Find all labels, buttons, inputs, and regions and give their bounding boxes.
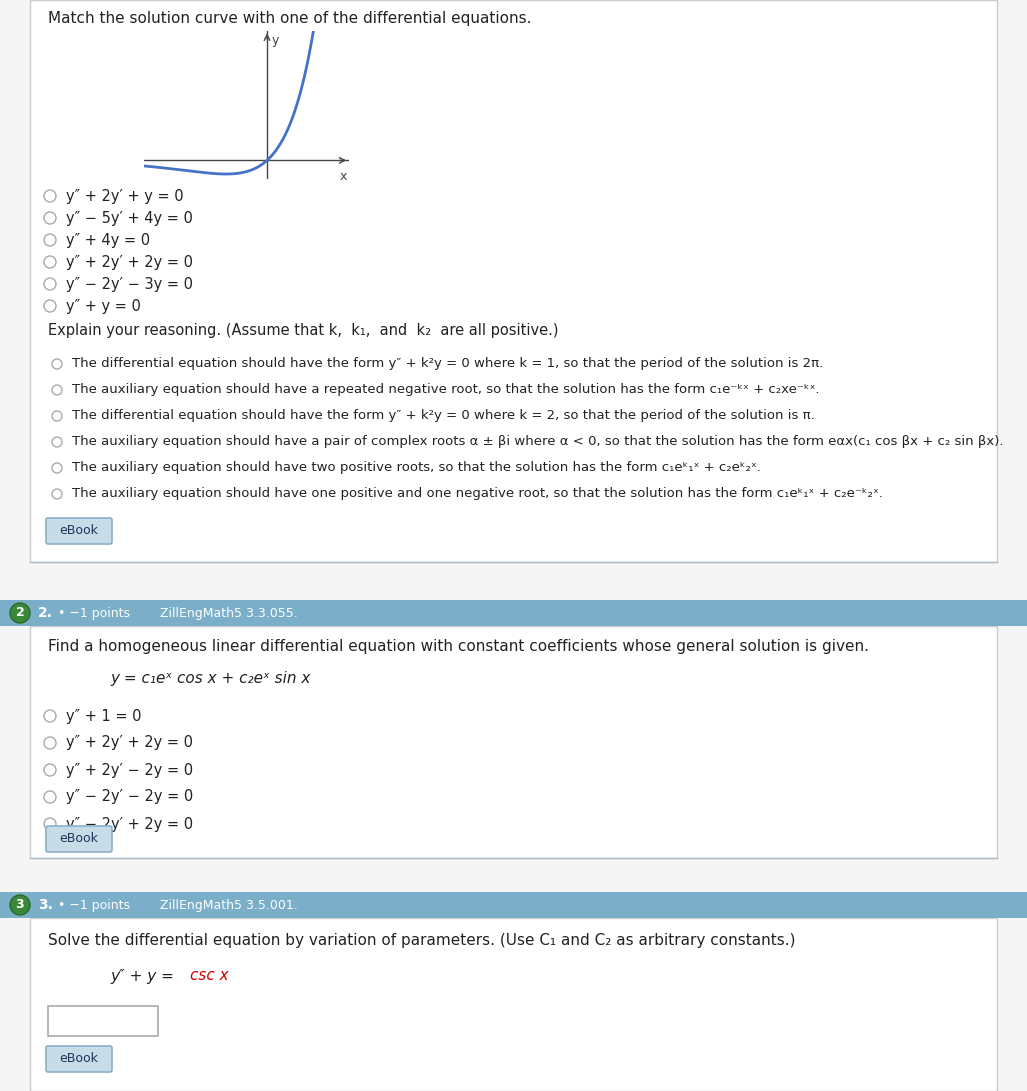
Text: The differential equation should have the form y″ + k²y = 0 where k = 1, so that: The differential equation should have th… (72, 358, 824, 371)
Text: y″ + 2y′ − 2y = 0: y″ + 2y′ − 2y = 0 (66, 763, 193, 778)
Text: y: y (272, 34, 279, 47)
Text: y″ + 2y′ + 2y = 0: y″ + 2y′ + 2y = 0 (66, 735, 193, 751)
FancyBboxPatch shape (46, 1046, 112, 1072)
Text: The auxiliary equation should have a repeated negative root, so that the solutio: The auxiliary equation should have a rep… (72, 384, 820, 396)
Text: y″ + y = 0: y″ + y = 0 (66, 299, 141, 313)
Text: ZillEngMath5 3.5.001.: ZillEngMath5 3.5.001. (160, 899, 298, 911)
Text: Solve the differential equation by variation of parameters. (Use C₁ and C₂ as ar: Solve the differential equation by varia… (48, 933, 796, 947)
Text: • −1 points: • −1 points (58, 899, 130, 911)
Text: y″ + 1 = 0: y″ + 1 = 0 (66, 708, 142, 723)
Text: Explain your reasoning. (Assume that k,  k₁,  and  k₂  are all positive.): Explain your reasoning. (Assume that k, … (48, 323, 559, 337)
Text: Find a homogeneous linear differential equation with constant coefficients whose: Find a homogeneous linear differential e… (48, 638, 869, 654)
Text: eBook: eBook (60, 832, 99, 846)
Text: ZillEngMath5 3.3.055.: ZillEngMath5 3.3.055. (160, 607, 298, 620)
Text: x: x (339, 170, 347, 182)
Text: The differential equation should have the form y″ + k²y = 0 where k = 2, so that: The differential equation should have th… (72, 409, 814, 422)
Text: 3.: 3. (38, 898, 52, 912)
FancyBboxPatch shape (0, 892, 1027, 918)
FancyBboxPatch shape (0, 600, 1027, 626)
FancyBboxPatch shape (46, 518, 112, 544)
Text: y = c₁eˣ cos x + c₂eˣ sin x: y = c₁eˣ cos x + c₂eˣ sin x (110, 671, 310, 685)
FancyBboxPatch shape (30, 626, 997, 858)
Text: y″ + 4y = 0: y″ + 4y = 0 (66, 232, 150, 248)
FancyBboxPatch shape (48, 1006, 158, 1036)
Text: y″ + 2y′ + y = 0: y″ + 2y′ + y = 0 (66, 189, 184, 204)
Text: y″ − 2y′ − 2y = 0: y″ − 2y′ − 2y = 0 (66, 790, 193, 804)
FancyBboxPatch shape (30, 0, 997, 562)
Text: eBook: eBook (60, 1053, 99, 1066)
Text: The auxiliary equation should have one positive and one negative root, so that t: The auxiliary equation should have one p… (72, 488, 883, 501)
Text: Match the solution curve with one of the differential equations.: Match the solution curve with one of the… (48, 11, 532, 25)
Text: csc x: csc x (190, 969, 229, 983)
Text: y″ − 2y′ + 2y = 0: y″ − 2y′ + 2y = 0 (66, 816, 193, 831)
Text: • −1 points: • −1 points (58, 607, 130, 620)
Text: y″ − 5y′ + 4y = 0: y″ − 5y′ + 4y = 0 (66, 211, 193, 226)
Text: 3: 3 (15, 899, 25, 911)
Text: eBook: eBook (60, 525, 99, 538)
Circle shape (10, 895, 30, 915)
FancyBboxPatch shape (46, 826, 112, 852)
Text: y″ − 2y′ − 3y = 0: y″ − 2y′ − 3y = 0 (66, 276, 193, 291)
Text: y″ + y =: y″ + y = (110, 969, 179, 983)
Text: 2: 2 (15, 607, 25, 620)
Circle shape (10, 603, 30, 623)
Text: 2.: 2. (38, 606, 53, 620)
Text: The auxiliary equation should have two positive roots, so that the solution has : The auxiliary equation should have two p… (72, 461, 761, 475)
Text: y″ + 2y′ + 2y = 0: y″ + 2y′ + 2y = 0 (66, 254, 193, 269)
FancyBboxPatch shape (30, 918, 997, 1091)
Text: The auxiliary equation should have a pair of complex roots α ± βi where α < 0, s: The auxiliary equation should have a pai… (72, 435, 1003, 448)
